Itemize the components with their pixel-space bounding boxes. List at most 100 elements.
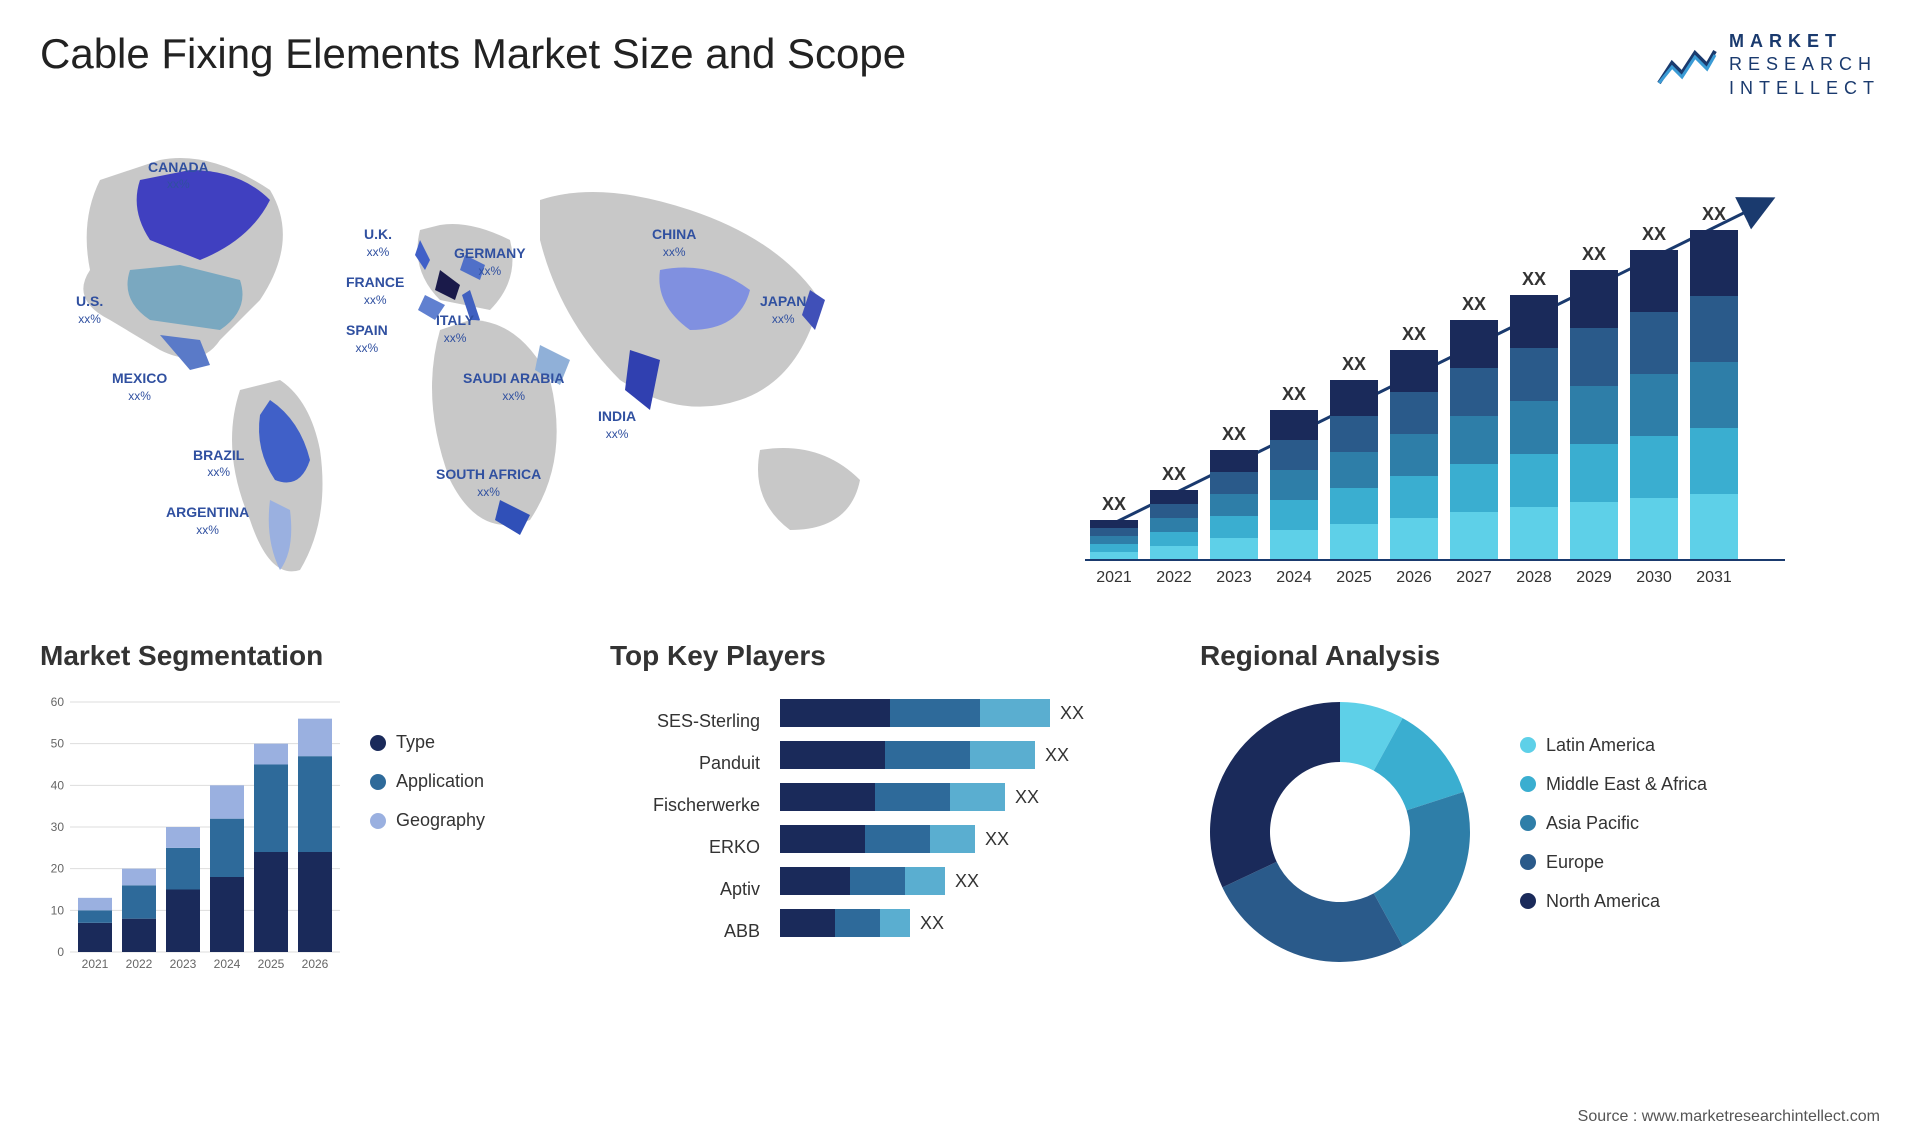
map-label: U.S.xx% (76, 293, 103, 327)
legend-label: Application (396, 771, 484, 792)
player-label: Fischerwerke (610, 784, 760, 826)
legend-label: Type (396, 732, 435, 753)
logo-text-2: RESEARCH (1729, 53, 1880, 76)
legend-label: Geography (396, 810, 485, 831)
player-bar-segment (980, 699, 1050, 727)
svg-text:2024: 2024 (1276, 569, 1312, 586)
legend-swatch-icon (370, 774, 386, 790)
legend-label: Latin America (1546, 735, 1655, 756)
legend-item: Type (370, 732, 485, 753)
svg-text:2021: 2021 (1096, 569, 1132, 586)
player-label: SES-Sterling (610, 700, 760, 742)
map-label: INDIAxx% (598, 408, 636, 442)
legend-swatch-icon (370, 735, 386, 751)
svg-text:2031: 2031 (1696, 569, 1732, 586)
legend-swatch-icon (1520, 893, 1536, 909)
svg-text:XX: XX (1342, 354, 1366, 374)
svg-text:2030: 2030 (1636, 569, 1672, 586)
player-bar-segment (865, 825, 930, 853)
player-bar (780, 741, 1035, 769)
svg-text:XX: XX (1582, 244, 1606, 264)
svg-text:2023: 2023 (170, 957, 197, 971)
legend-swatch-icon (370, 813, 386, 829)
svg-text:2026: 2026 (302, 957, 329, 971)
map-label: SOUTH AFRICAxx% (436, 466, 541, 500)
svg-text:20: 20 (51, 862, 65, 876)
svg-text:40: 40 (51, 779, 65, 793)
svg-text:10: 10 (51, 904, 65, 918)
player-bar (780, 783, 1005, 811)
svg-text:0: 0 (57, 945, 64, 959)
player-bar (780, 699, 1050, 727)
svg-text:2024: 2024 (214, 957, 241, 971)
svg-text:2025: 2025 (1336, 569, 1372, 586)
legend-swatch-icon (1520, 815, 1536, 831)
player-value: XX (955, 871, 979, 892)
svg-text:2029: 2029 (1576, 569, 1612, 586)
player-bar (780, 825, 975, 853)
player-bar-segment (835, 909, 880, 937)
segmentation-legend: Type Application Geography (370, 692, 485, 972)
player-bar-segment (885, 741, 970, 769)
svg-text:XX: XX (1162, 464, 1186, 484)
player-bar-segment (905, 867, 945, 895)
world-map: CANADAxx%U.S.xx%MEXICOxx%BRAZILxx%ARGENT… (40, 120, 940, 600)
source-text: Source : www.marketresearchintellect.com (1578, 1108, 1880, 1126)
map-label: U.K.xx% (364, 226, 392, 260)
svg-text:XX: XX (1702, 204, 1726, 224)
svg-text:30: 30 (51, 820, 65, 834)
svg-text:XX: XX (1462, 294, 1486, 314)
player-bar-segment (780, 699, 890, 727)
player-bar-segment (880, 909, 910, 937)
player-value: XX (1015, 787, 1039, 808)
map-label: GERMANYxx% (454, 245, 526, 279)
player-bar-segment (950, 783, 1005, 811)
players-bars: XXXXXXXXXXXX (780, 692, 1150, 952)
legend-label: Europe (1546, 852, 1604, 873)
svg-text:XX: XX (1222, 424, 1246, 444)
legend-item: Europe (1520, 852, 1707, 873)
logo-text-3: INTELLECT (1729, 77, 1880, 100)
map-label: ITALYxx% (436, 312, 474, 346)
player-bar (780, 909, 910, 937)
svg-text:60: 60 (51, 695, 65, 709)
map-label: SPAINxx% (346, 322, 388, 356)
legend-item: Application (370, 771, 485, 792)
player-bar-segment (970, 741, 1035, 769)
logo-text-1: MARKET (1729, 30, 1880, 53)
player-bar-row: XX (780, 776, 1150, 818)
svg-text:2022: 2022 (126, 957, 153, 971)
svg-text:XX: XX (1402, 324, 1426, 344)
player-label: Aptiv (610, 868, 760, 910)
legend-item: North America (1520, 891, 1707, 912)
svg-text:XX: XX (1282, 384, 1306, 404)
player-label: ABB (610, 910, 760, 952)
players-labels: SES-SterlingPanduitFischerwerkeERKOAptiv… (610, 692, 760, 952)
segmentation-chart: 0102030405060202120222023202420252026 (40, 692, 340, 972)
brand-logo: MARKET RESEARCH INTELLECT (1657, 30, 1880, 100)
map-label: CHINAxx% (652, 226, 696, 260)
map-label: CANADAxx% (148, 159, 209, 193)
growth-bar-chart: XX2021XX2022XX2023XX2024XX2025XX2026XX20… (980, 120, 1880, 600)
player-bar (780, 867, 945, 895)
player-label: ERKO (610, 826, 760, 868)
player-value: XX (985, 829, 1009, 850)
svg-text:2023: 2023 (1216, 569, 1252, 586)
legend-item: Middle East & Africa (1520, 774, 1707, 795)
legend-item: Asia Pacific (1520, 813, 1707, 834)
player-bar-segment (780, 825, 865, 853)
player-bar-row: XX (780, 734, 1150, 776)
svg-text:XX: XX (1642, 224, 1666, 244)
svg-text:2025: 2025 (258, 957, 285, 971)
svg-text:XX: XX (1102, 494, 1126, 514)
page-title: Cable Fixing Elements Market Size and Sc… (40, 30, 906, 78)
legend-label: North America (1546, 891, 1660, 912)
legend-label: Asia Pacific (1546, 813, 1639, 834)
player-bar-segment (850, 867, 905, 895)
legend-swatch-icon (1520, 776, 1536, 792)
player-bar-segment (780, 867, 850, 895)
player-bar-segment (780, 783, 875, 811)
map-label: MEXICOxx% (112, 370, 167, 404)
player-label: Panduit (610, 742, 760, 784)
player-bar-segment (780, 909, 835, 937)
